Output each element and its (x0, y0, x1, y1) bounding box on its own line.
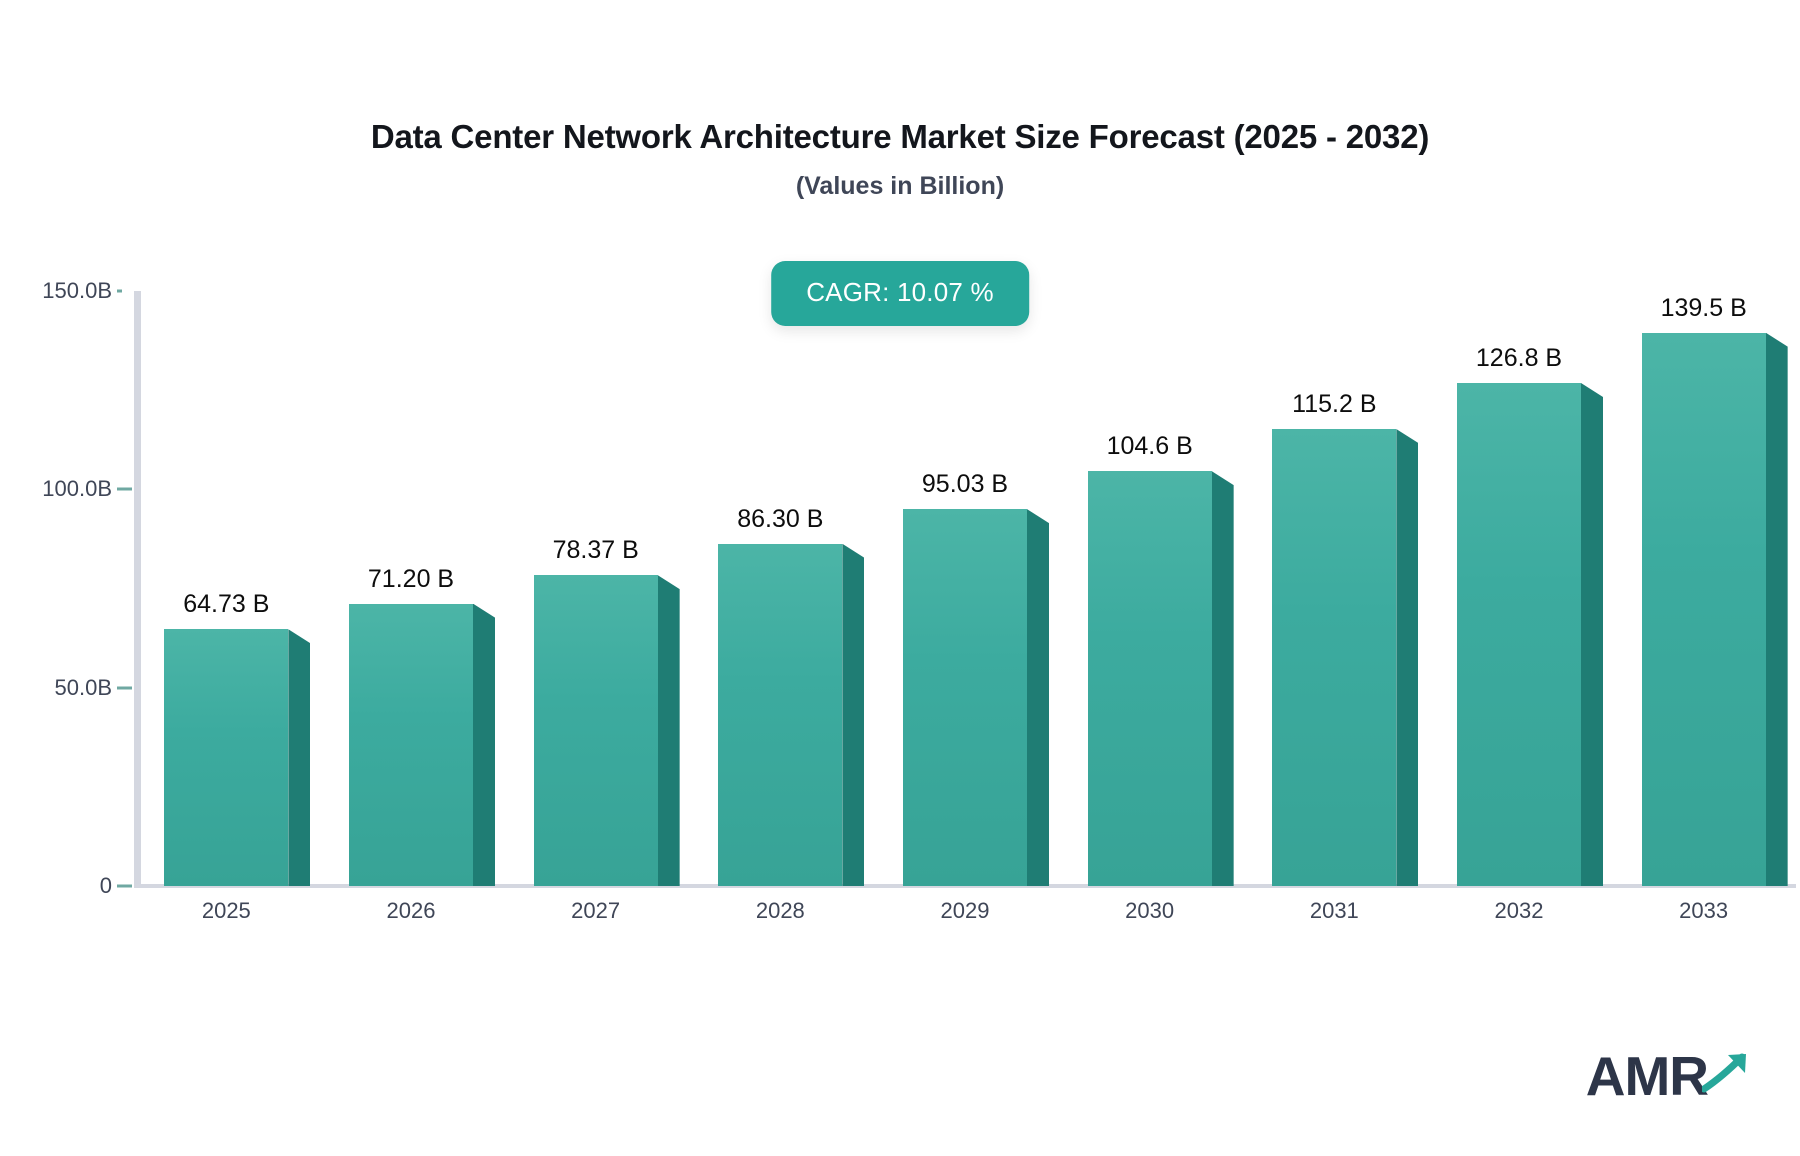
x-tick-label: 2029 (940, 898, 990, 923)
y-tick-mark (117, 487, 132, 491)
bar-side-face (1211, 471, 1234, 886)
bar-front-face (349, 603, 473, 886)
amr-logo: AMR (1586, 1049, 1750, 1104)
y-tick-label: 150.0B (42, 278, 112, 303)
x-axis-ticks: 2025 2026 2027 2028 2029 2030 2031 2032 2033 (134, 898, 1796, 938)
y-tick-label: 0 (99, 873, 112, 898)
bar-side-face (657, 575, 680, 886)
bar-side-face (842, 543, 865, 886)
bar-2028[interactable]: 86.30 B (718, 505, 865, 886)
bar-2030[interactable]: 104.6 B (1087, 432, 1234, 886)
bar-2031[interactable]: 115.2 B (1272, 390, 1419, 886)
bar-value-label: 95.03 B (921, 470, 1009, 499)
bar-front-face (903, 509, 1027, 886)
bar-side-face (288, 629, 311, 886)
bar-2027[interactable]: 78.37 B (533, 536, 680, 886)
bar-2025[interactable]: 64.73 B (164, 590, 311, 886)
bar-side-face (1765, 332, 1788, 886)
bar-value-label: 126.8 B (1475, 344, 1563, 373)
bar-side-face (473, 603, 495, 886)
chart-subtitle: (Values in Billion) (795, 172, 1005, 200)
bar-2029[interactable]: 95.03 B (903, 470, 1049, 886)
bar-front-face (164, 629, 289, 886)
bar-value-label: 115.2 B (1292, 390, 1377, 419)
x-tick-label: 2030 (1125, 898, 1175, 923)
x-tick-label: 2027 (571, 898, 621, 923)
x-tick-label: 2026 (386, 898, 436, 923)
bar-value-label: 71.20 B (367, 564, 455, 593)
x-tick-label: 2033 (1679, 898, 1729, 923)
y-tick-mark (117, 686, 132, 690)
cagr-badge: CAGR: 10.07 % (771, 261, 1029, 326)
y-tick-mark (117, 884, 132, 888)
bar-front-face (1457, 383, 1581, 886)
bar-front-face (1641, 332, 1766, 886)
bars-series: 64.73 B 71.20 B 78.37 B 86.30 B 95.03 B 104.6… (134, 291, 1796, 886)
bar-value-label: 86.30 B (737, 504, 824, 533)
x-tick-label: 2031 (1309, 898, 1359, 923)
bar-2032[interactable]: 126.8 B (1457, 344, 1603, 886)
y-tick-label: 50.0B (54, 674, 113, 700)
bar-side-face (1027, 509, 1049, 886)
y-axis-line (134, 291, 141, 888)
x-tick-label: 2032 (1494, 898, 1544, 923)
x-tick-label: 2028 (755, 898, 805, 923)
bar-front-face (1272, 429, 1397, 886)
bar-2033[interactable]: 139.5 B (1641, 294, 1788, 886)
y-tick-label: 100.0B (42, 476, 112, 502)
bar-value-label: 78.37 B (552, 536, 639, 565)
x-tick-label: 2025 (201, 898, 251, 923)
bar-side-face (1581, 383, 1603, 886)
chart-title: Data Center Network Architecture Market … (370, 118, 1430, 155)
bar-front-face (718, 543, 843, 886)
x-axis-line (134, 884, 1796, 888)
y-axis-ticks: 150.0B 100.0B 50.0B 0 (42, 278, 1794, 898)
bar-2026[interactable]: 71.20 B (349, 565, 495, 886)
bar-front-face (1087, 471, 1212, 886)
bar-side-face (1396, 429, 1419, 886)
amr-logo-text: AMR (1585, 1045, 1709, 1107)
arrow-up-right-icon (1700, 1051, 1750, 1098)
y-tick-mark (117, 289, 122, 293)
bar-value-label: 139.5 B (1660, 293, 1747, 322)
bar-front-face (533, 575, 658, 886)
bar-value-label: 64.73 B (183, 590, 270, 619)
bar-value-label: 104.6 B (1106, 432, 1193, 461)
